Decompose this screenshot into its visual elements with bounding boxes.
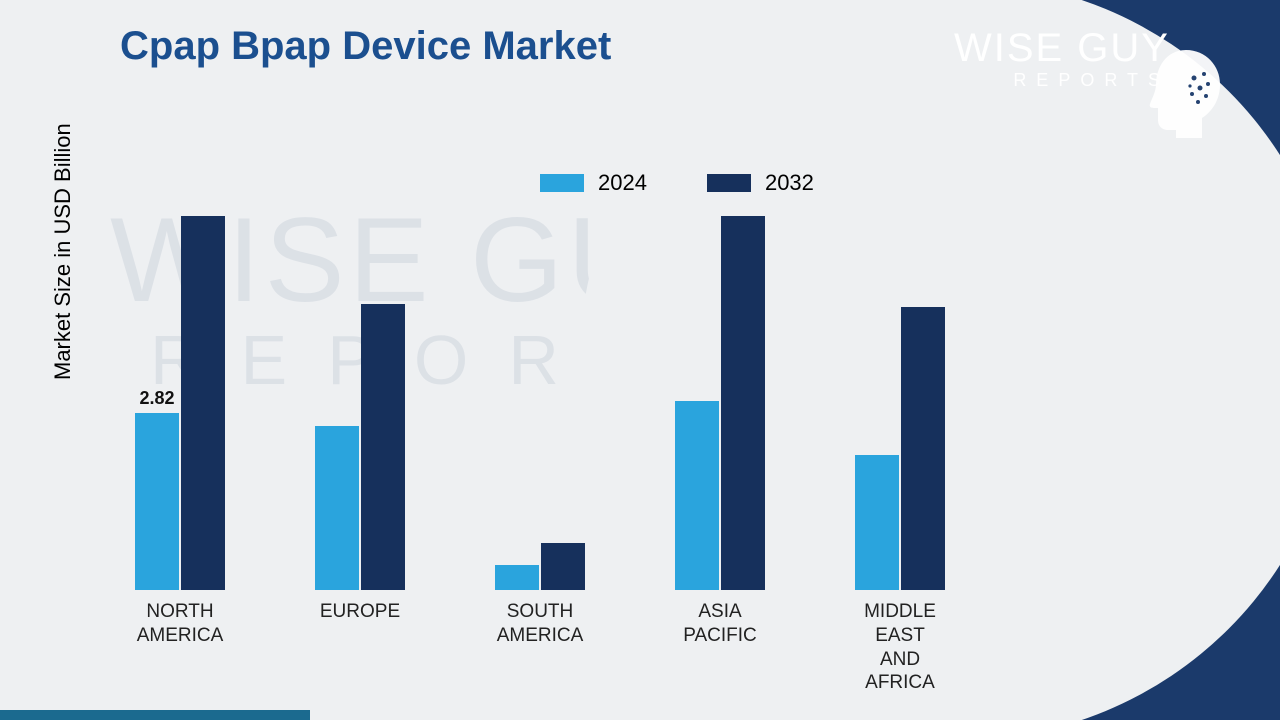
legend-swatch <box>540 174 584 192</box>
bar-group: 2.82 <box>110 200 250 590</box>
legend-item-2024: 2024 <box>540 170 647 196</box>
x-axis-label: NORTHAMERICA <box>110 600 250 695</box>
bar-group <box>290 200 430 590</box>
bar <box>315 426 359 590</box>
footer-accent-bar <box>0 710 310 720</box>
bar <box>855 455 899 590</box>
bar <box>675 401 719 590</box>
bar-group <box>830 200 970 590</box>
bar-value-label: 2.82 <box>139 388 174 409</box>
bar <box>495 565 539 590</box>
chart-title: Cpap Bpap Device Market <box>120 24 611 69</box>
x-axis-labels: NORTHAMERICA EUROPE SOUTHAMERICA ASIAPACIFI… <box>110 600 970 695</box>
chart-canvas: WISE GUY REPORTS Cpap Bpap Device Market… <box>0 0 1280 720</box>
legend-label: 2032 <box>765 170 814 196</box>
bar-group <box>650 200 790 590</box>
plot-area: 2.82 <box>110 200 970 590</box>
x-axis-label: SOUTHAMERICA <box>470 600 610 695</box>
legend-swatch <box>707 174 751 192</box>
bar <box>361 304 405 590</box>
bar <box>901 307 945 590</box>
bar-groups: 2.82 <box>110 200 970 590</box>
legend-label: 2024 <box>598 170 647 196</box>
x-axis-label: EUROPE <box>290 600 430 695</box>
brand-bottom: REPORTS <box>954 70 1170 91</box>
brand-logo: WISE GUY REPORTS <box>954 28 1240 91</box>
bar <box>541 543 585 590</box>
bar <box>721 216 765 590</box>
bar <box>135 413 179 590</box>
legend: 2024 2032 <box>540 170 814 196</box>
y-axis-label: Market Size in USD Billion <box>50 123 76 380</box>
brand-top: WISE GUY <box>954 28 1170 68</box>
x-axis-label: ASIAPACIFIC <box>650 600 790 695</box>
legend-item-2032: 2032 <box>707 170 814 196</box>
bar-group <box>470 200 610 590</box>
x-axis-label: MIDDLEEASTANDAFRICA <box>830 600 970 695</box>
bar <box>181 216 225 590</box>
